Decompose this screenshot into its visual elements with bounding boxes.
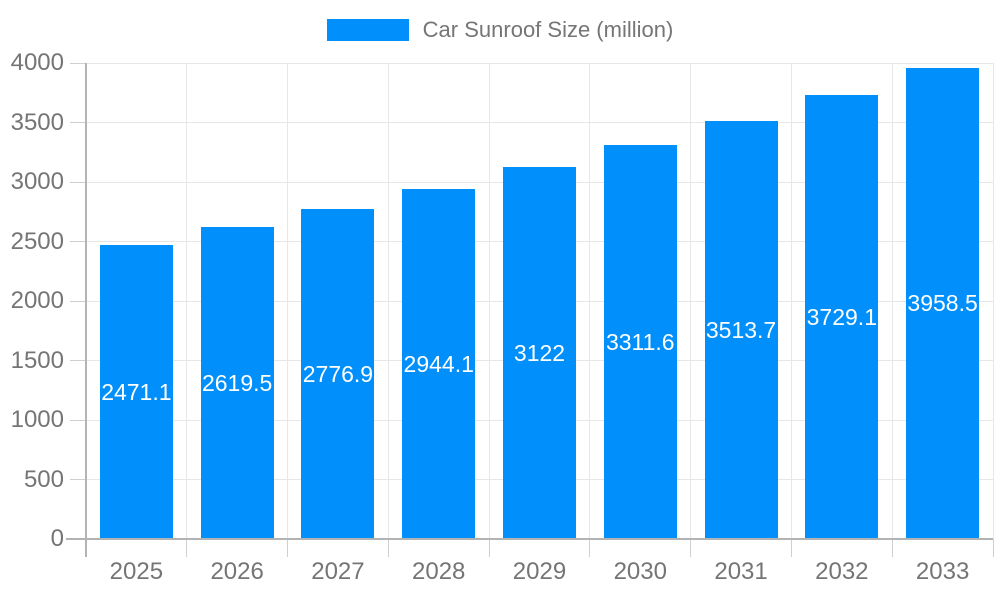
y-axis-tick [70,241,86,242]
y-axis-line [85,63,87,557]
bar-2027[interactable] [301,208,375,539]
y-axis-tick [70,360,86,361]
gridline-vertical [891,63,893,539]
bar-value-label: 2619.5 [201,370,273,397]
y-axis-tick [70,419,86,421]
legend-label: Car Sunroof Size (million) [422,17,674,42]
y-axis-label: 2000 [10,287,64,314]
bar-2033[interactable] [906,67,980,539]
x-axis-label: 2031 [714,558,768,585]
gridline-horizontal [86,122,993,123]
x-axis-tick [387,539,389,557]
bar-2025[interactable] [99,244,173,539]
y-axis-label: 3500 [10,108,64,136]
bar-value-label: 3729.1 [806,304,877,331]
gridline-vertical [992,63,994,539]
gridline-vertical [387,63,389,539]
bar-2029[interactable] [503,167,576,539]
y-axis-label: 2500 [10,227,64,255]
x-axis-label: 2029 [512,558,567,585]
gridline-vertical [589,63,591,539]
x-axis-label: 2028 [412,558,466,585]
y-axis-label: 500 [23,465,64,493]
y-axis-label: 1000 [10,406,64,433]
legend[interactable]: Car Sunroof Size (million) [0,18,1000,42]
gridline-vertical [690,63,692,539]
y-axis-tick [70,122,86,123]
x-axis-tick [589,539,591,557]
x-axis-label: 2027 [311,558,365,585]
y-axis-tick [70,300,86,302]
bar-value-label: 3122 [513,340,566,367]
bar-2032[interactable] [805,95,879,539]
y-axis-label: 3000 [10,168,64,195]
x-axis-tick [992,539,994,557]
gridline-vertical [488,63,490,539]
y-axis-tick [70,181,86,183]
bar-2031[interactable] [704,120,778,539]
x-axis-label: 2030 [613,558,667,585]
x-axis-tick [186,539,188,557]
y-axis-tick [70,479,86,480]
y-axis-tick [70,62,86,64]
bar-value-label: 2471.1 [101,378,172,405]
x-axis-label: 2032 [815,558,869,585]
y-axis-label: 0 [50,525,64,552]
gridline-vertical [186,63,188,539]
x-axis-tick [690,539,692,557]
x-axis-label: 2025 [109,558,164,585]
gridline-vertical [287,63,289,539]
bar-value-label: 3311.6 [605,328,675,355]
bar-2030[interactable] [603,144,677,539]
x-axis-line [66,538,993,540]
gridline-horizontal [86,62,993,64]
y-axis-label: 4000 [10,49,64,76]
x-axis-tick [891,539,893,557]
x-axis-label: 2026 [210,558,264,585]
y-axis-label: 1500 [10,346,64,374]
bar-value-label: 2776.9 [302,360,374,387]
x-axis-tick [488,539,490,557]
legend-swatch[interactable] [326,19,409,41]
x-axis-tick [790,539,792,557]
bar-value-label: 3513.7 [705,316,777,343]
bar-value-label: 3958.5 [907,290,978,317]
x-axis-tick [287,539,289,557]
bar-value-label: 2944.1 [403,350,474,377]
bar-2026[interactable] [200,227,274,539]
x-axis-label: 2033 [915,558,970,585]
bar-2028[interactable] [402,188,476,539]
gridline-vertical [790,63,792,539]
